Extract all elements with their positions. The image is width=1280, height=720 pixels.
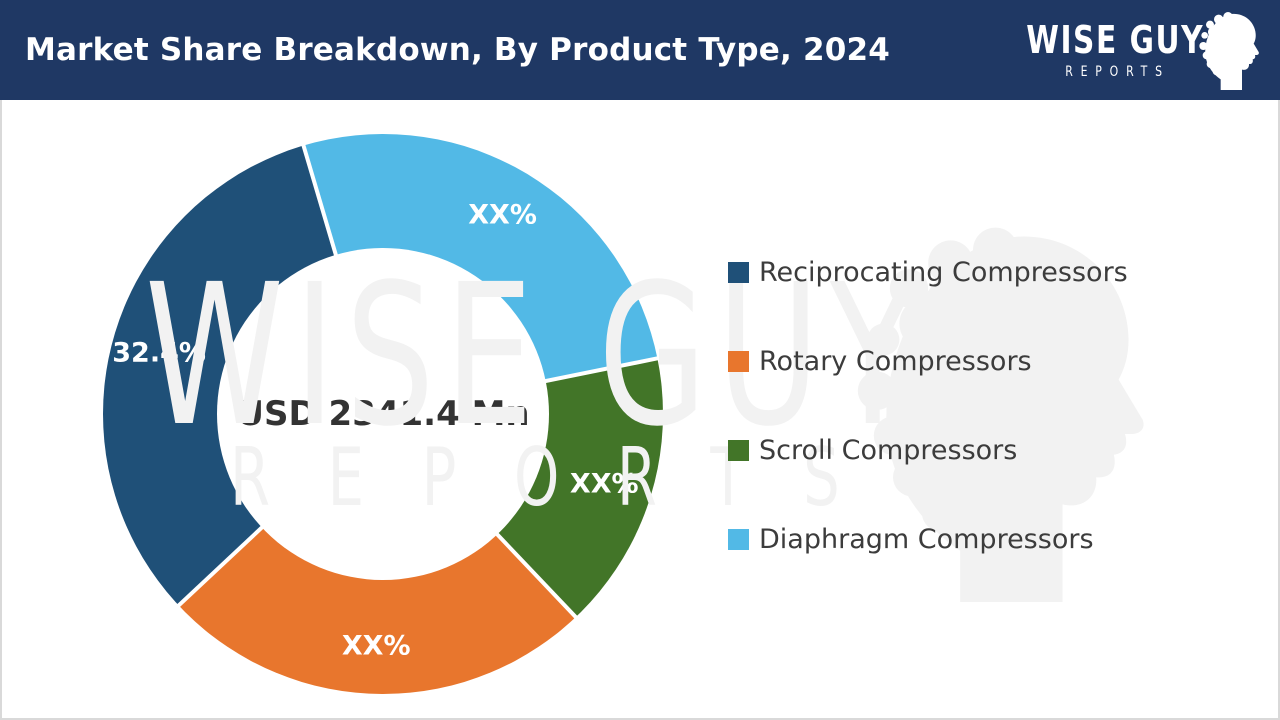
logo-head-icon [1196,10,1264,90]
center-value: USD 2341.4 Mn [236,394,530,434]
page-title: Market Share Breakdown, By Product Type,… [25,32,891,68]
legend: Reciprocating Compressors Rotary Compres… [728,256,1128,614]
wise-guy-reports-logo: WISE GUY REPORTS [976,6,1264,94]
legend-swatch [728,261,749,283]
legend-swatch [728,439,749,461]
logo-wordmark: WISE GUY REPORTS [1026,21,1204,80]
slice-label-3: XX% [468,199,537,231]
legend-label: Rotary Compressors [759,345,1032,377]
legend-item-scroll: Scroll Compressors [728,434,1128,466]
legend-label: Scroll Compressors [759,434,1018,466]
legend-label: Diaphragm Compressors [759,523,1094,555]
legend-swatch [728,528,749,550]
slice-label-2: XX% [569,468,639,500]
legend-item-rotary: Rotary Compressors [728,345,1128,377]
logo-wise-guy-text: WISE GUY [1026,17,1204,62]
slice-label-0: 32.4% [112,337,206,369]
donut-chart: USD 2341.4 Mn 32.4% XX% XX% XX% [103,134,663,694]
logo-reports-text: REPORTS [1065,63,1170,80]
legend-item-diaphragm: Diaphragm Compressors [728,523,1128,555]
slice-label-1: XX% [341,630,411,662]
header-bar: Market Share Breakdown, By Product Type,… [0,0,1280,100]
legend-label: Reciprocating Compressors [759,256,1128,288]
legend-swatch [728,350,749,372]
legend-item-reciprocating: Reciprocating Compressors [728,256,1128,288]
